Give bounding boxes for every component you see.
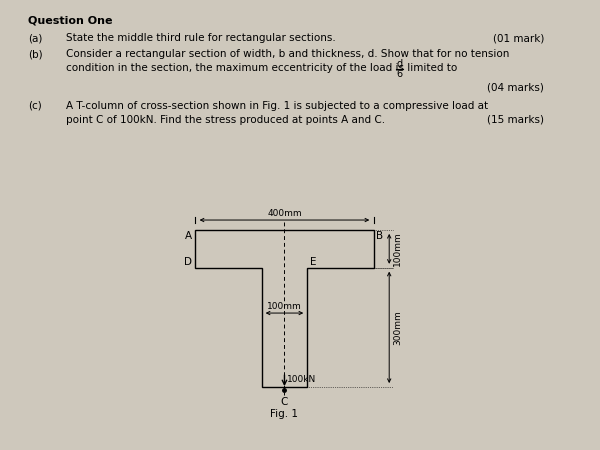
Text: Fig. 1: Fig. 1	[271, 409, 298, 419]
Text: Consider a rectangular section of width, b and thickness, d. Show that for no te: Consider a rectangular section of width,…	[65, 49, 509, 59]
Text: (b): (b)	[28, 49, 43, 59]
Text: condition in the section, the maximum eccentricity of the load is limited to: condition in the section, the maximum ec…	[65, 63, 460, 73]
Text: point C of 100kN. Find the stress produced at points A and C.: point C of 100kN. Find the stress produc…	[65, 115, 385, 125]
Text: State the middle third rule for rectangular sections.: State the middle third rule for rectangu…	[65, 33, 335, 43]
Text: (a): (a)	[28, 33, 42, 43]
Text: B: B	[376, 231, 383, 241]
Text: 6: 6	[397, 69, 403, 79]
Text: A: A	[185, 231, 192, 241]
Text: d: d	[397, 59, 403, 69]
Text: (04 marks): (04 marks)	[487, 83, 544, 93]
Text: D: D	[184, 257, 192, 267]
Text: 300mm: 300mm	[393, 310, 402, 345]
Text: E: E	[310, 257, 316, 267]
Text: (15 marks): (15 marks)	[487, 115, 544, 125]
Text: Question One: Question One	[28, 15, 112, 25]
Text: (c): (c)	[28, 101, 41, 111]
Text: 400mm: 400mm	[267, 209, 302, 218]
Text: 100mm: 100mm	[393, 231, 402, 266]
Text: 100mm: 100mm	[267, 302, 302, 311]
Text: C: C	[281, 397, 288, 407]
Text: A T-column of cross-section shown in Fig. 1 is subjected to a compressive load a: A T-column of cross-section shown in Fig…	[65, 101, 488, 111]
Text: 100kN: 100kN	[287, 374, 317, 383]
Text: (01 mark): (01 mark)	[493, 33, 544, 43]
